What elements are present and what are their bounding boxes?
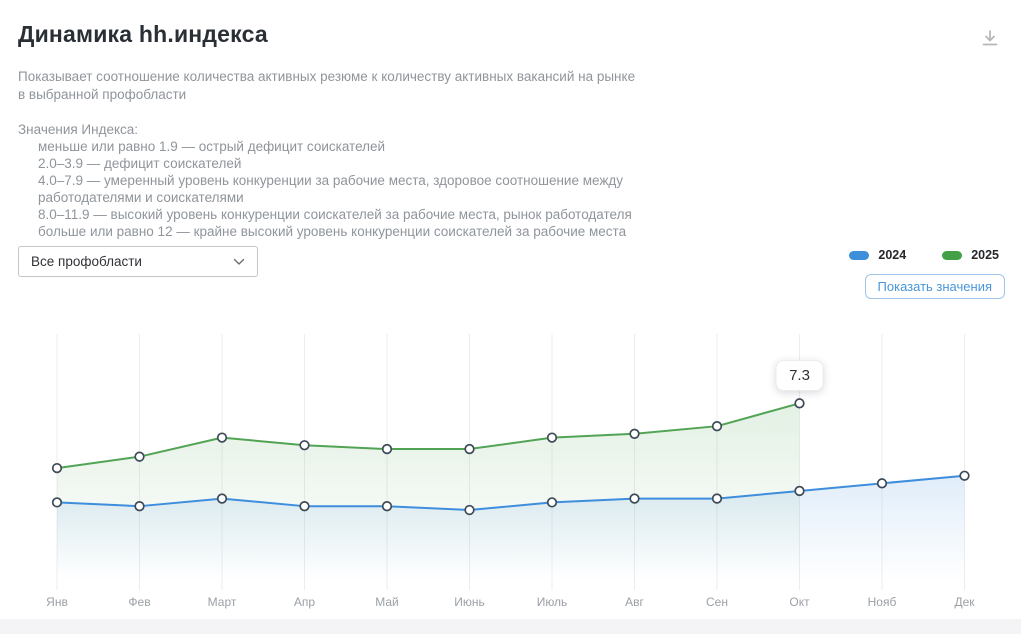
tooltip: 7.3 xyxy=(775,360,824,392)
data-point-2024[interactable] xyxy=(629,493,640,504)
legend-item-2025[interactable]: 2025 xyxy=(942,248,999,262)
index-values-line: 2.0–3.9 — дефицит соискателей xyxy=(38,156,242,171)
index-values: Значения Индекса: меньше или равно 1.9 —… xyxy=(0,104,1021,240)
month-label: Янв xyxy=(46,595,68,609)
data-point-2024[interactable] xyxy=(134,501,145,512)
data-point-2025[interactable] xyxy=(51,462,63,474)
chart-controls: 2024 2025 Показать значения xyxy=(849,246,1005,299)
legend: 2024 2025 xyxy=(849,248,1005,262)
index-values-line: 4.0–7.9 — умеренный уровень конкуренции … xyxy=(38,173,624,188)
chevron-down-icon xyxy=(233,258,245,265)
month-label: Апр xyxy=(294,595,316,609)
data-point-2025[interactable] xyxy=(134,451,145,462)
description-line-2: в выбранной профобласти xyxy=(18,87,187,102)
month-label: Авг xyxy=(625,595,644,609)
show-values-button[interactable]: Показать значения xyxy=(864,274,1005,299)
month-label: Май xyxy=(375,595,399,609)
month-label: Июль xyxy=(537,595,568,609)
profession-select[interactable]: Все профобласти xyxy=(18,246,258,277)
data-point-2024[interactable] xyxy=(794,485,805,497)
data-point-2024[interactable] xyxy=(959,470,970,481)
data-point-2024[interactable] xyxy=(711,493,723,504)
legend-label: 2024 xyxy=(878,248,907,262)
index-values-line: 8.0–11.9 — высокий уровень конкуренции с… xyxy=(38,207,632,222)
data-point-2025[interactable] xyxy=(629,428,640,439)
legend-swatch-2025 xyxy=(942,250,963,260)
series-line-2025 xyxy=(56,402,801,470)
legend-label: 2025 xyxy=(971,248,999,262)
month-label: Окт xyxy=(789,595,810,609)
data-point-2025[interactable] xyxy=(794,398,805,409)
page-title: Динамика hh.индекса xyxy=(18,21,268,47)
data-point-2024[interactable] xyxy=(299,501,310,512)
data-point-2025[interactable] xyxy=(464,443,475,455)
month-label: Фев xyxy=(128,595,150,609)
tooltip-value: 7.3 xyxy=(789,367,810,385)
month-label: Дек xyxy=(954,595,975,609)
description-line-1: Показывает соотношение количества активн… xyxy=(18,69,636,84)
month-label: Июнь xyxy=(454,595,485,609)
controls-row: Все профобласти 2024 2025 Показать значе… xyxy=(0,246,1021,299)
profession-select-value: Все профобласти xyxy=(31,254,142,269)
description: Показывает соотношение количества активн… xyxy=(0,56,1021,104)
month-label: Сен xyxy=(706,595,728,609)
hh-index-chart[interactable]: Янв Фев Март Апр Май Июнь Июль Авг Сен Окт Нояб Дек… xyxy=(0,330,1021,619)
legend-swatch-2024 xyxy=(849,250,870,260)
index-values-line: меньше или равно 1.9 — острый дефицит со… xyxy=(38,139,386,154)
data-point-2025[interactable] xyxy=(546,432,558,443)
series-line-2024 xyxy=(56,474,966,511)
month-label: Нояб xyxy=(868,595,897,609)
download-icon xyxy=(982,30,998,46)
data-point-2025[interactable] xyxy=(381,443,393,455)
index-values-heading: Значения Индекса: xyxy=(18,122,139,137)
data-point-2025[interactable] xyxy=(711,421,723,432)
month-label: Март xyxy=(208,595,237,609)
data-point-2024[interactable] xyxy=(546,497,558,508)
footer-band xyxy=(0,619,1021,634)
data-point-2024[interactable] xyxy=(876,478,888,489)
header: Динамика hh.индекса xyxy=(0,0,1021,56)
index-values-line: работодателями и соискателями xyxy=(38,190,244,205)
download-button[interactable] xyxy=(975,23,1005,56)
index-values-line: больше или равно 12 — крайне высокий уро… xyxy=(38,224,627,239)
data-point-2024[interactable] xyxy=(51,497,63,508)
data-point-2025[interactable] xyxy=(216,432,228,443)
data-point-2024[interactable] xyxy=(381,501,393,512)
chart-canvas[interactable]: Янв Фев Март Апр Май Июнь Июль Авг Сен Окт Нояб Дек xyxy=(0,330,1021,619)
legend-item-2024[interactable]: 2024 xyxy=(849,248,906,262)
data-point-2024[interactable] xyxy=(464,504,475,516)
data-point-2025[interactable] xyxy=(299,440,310,451)
data-point-2024[interactable] xyxy=(216,493,228,504)
